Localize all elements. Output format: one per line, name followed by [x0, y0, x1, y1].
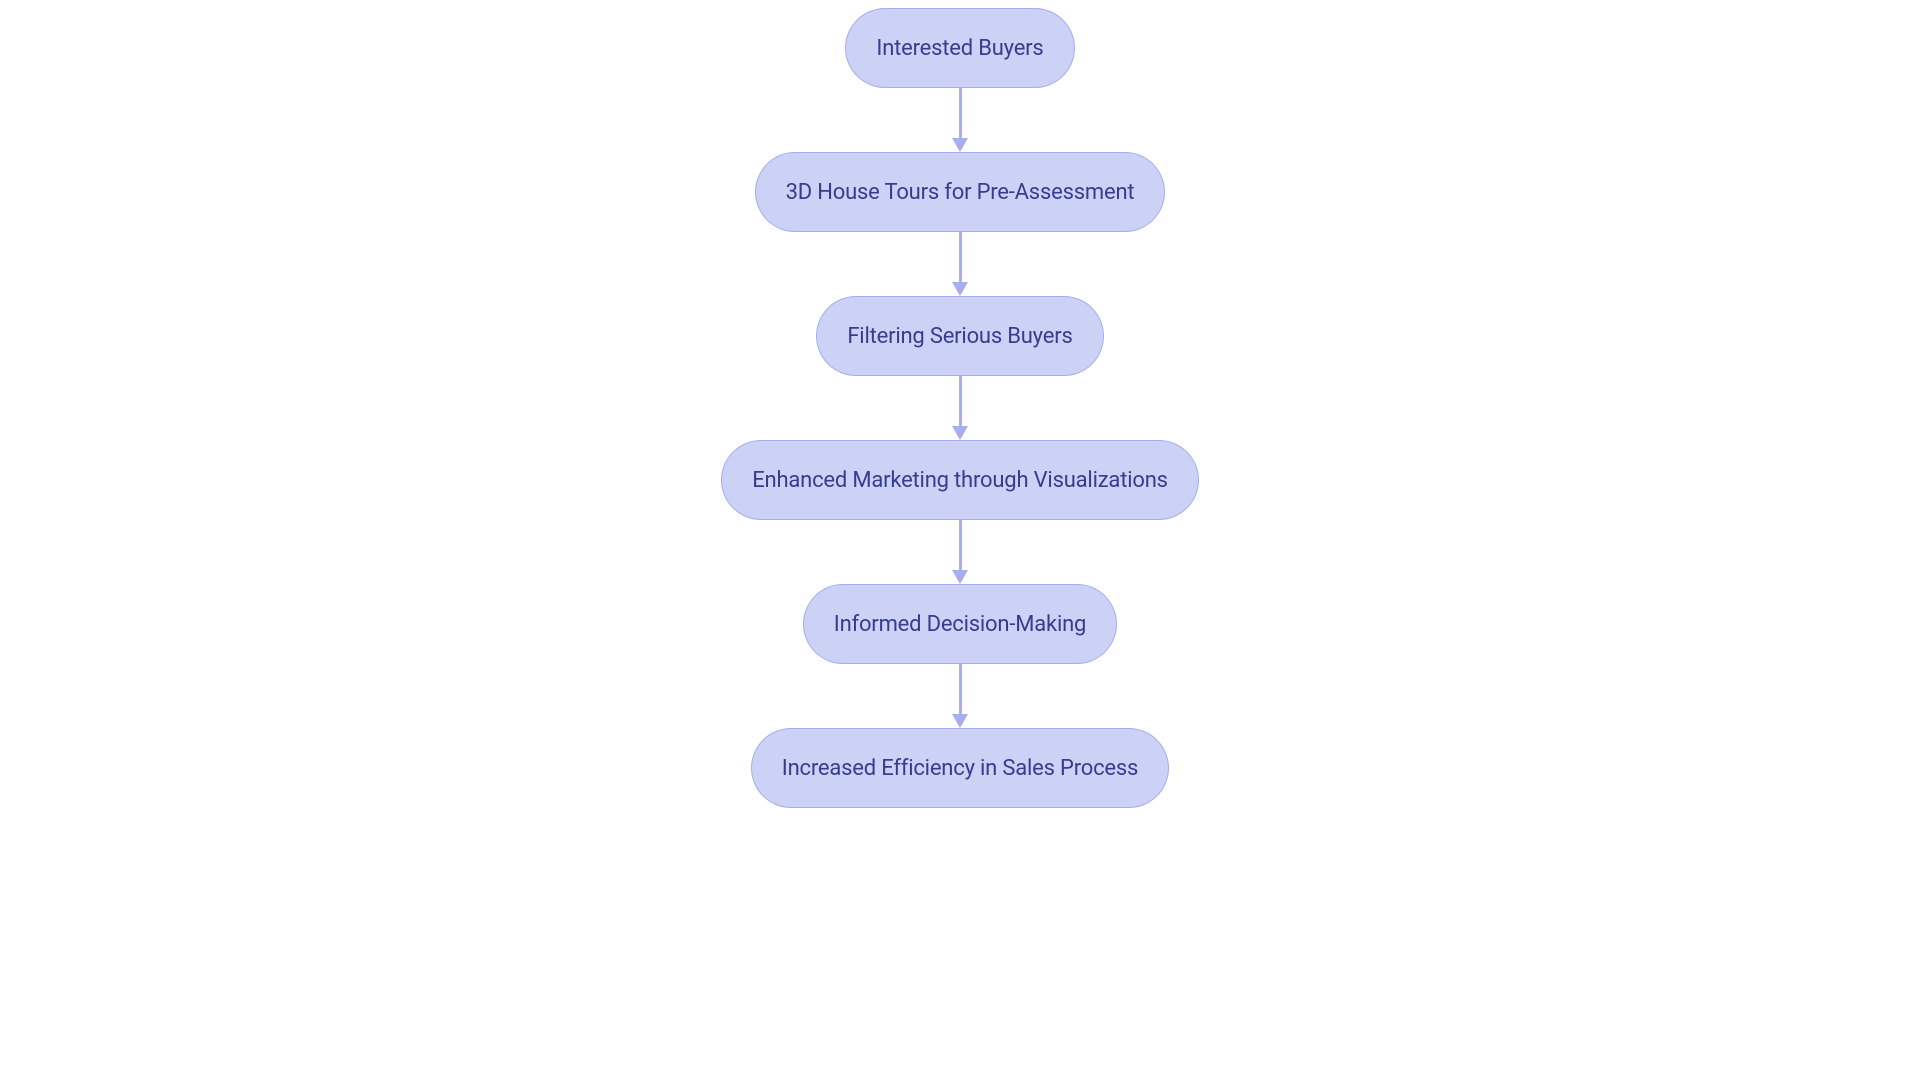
flow-node-n5: Informed Decision-Making: [803, 584, 1117, 664]
flow-arrow: [952, 520, 968, 584]
flow-arrow: [952, 88, 968, 152]
flowchart-container: Interested Buyers 3D House Tours for Pre-…: [660, 8, 1260, 808]
flow-node-n2: 3D House Tours for Pre-Assessment: [755, 152, 1166, 232]
flow-arrow: [952, 664, 968, 728]
flow-node-n3: Filtering Serious Buyers: [816, 296, 1103, 376]
flow-arrow: [952, 376, 968, 440]
flow-arrow: [952, 232, 968, 296]
flow-node-n1: Interested Buyers: [845, 8, 1074, 88]
flow-node-n4: Enhanced Marketing through Visualization…: [721, 440, 1199, 520]
flow-node-n6: Increased Efficiency in Sales Process: [751, 728, 1169, 808]
